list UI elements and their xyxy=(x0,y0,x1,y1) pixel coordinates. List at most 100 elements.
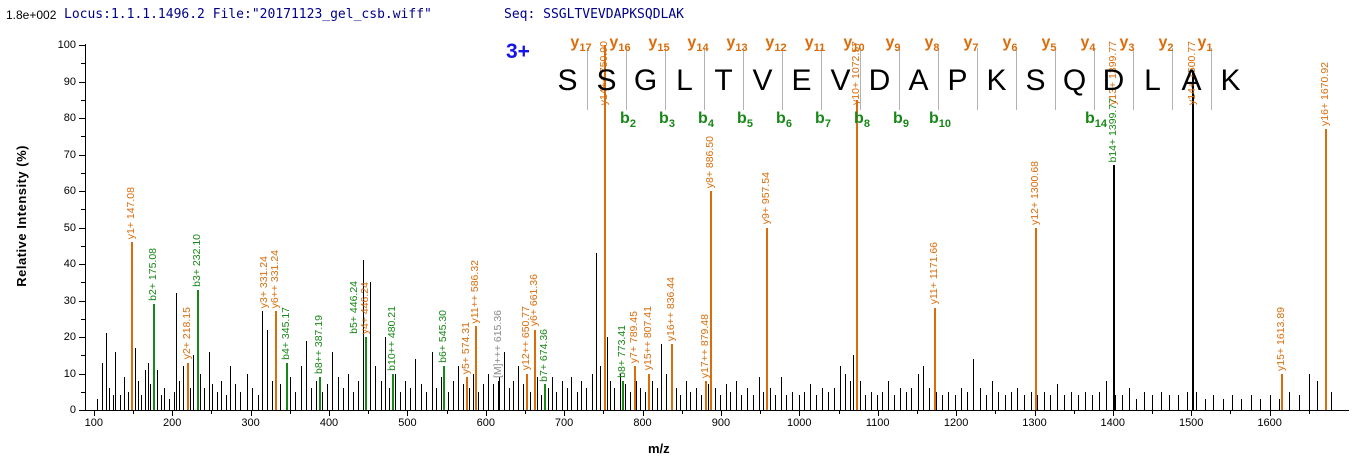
x-minor-tick xyxy=(446,411,448,414)
peak xyxy=(384,337,386,410)
peak xyxy=(234,384,236,410)
peak xyxy=(169,399,171,410)
residue-8: V xyxy=(830,64,851,97)
peak xyxy=(280,384,282,410)
peak-y6+ xyxy=(533,329,536,410)
x-tick xyxy=(799,411,801,416)
spectrum-plot-area[interactable]: y1+ 147.08 b2+ 175.08 y2+ 218.15 b3+ 232.10… xyxy=(86,41,1348,410)
fragment-divider xyxy=(1094,48,1095,110)
peak-y3+/y6++ xyxy=(275,311,278,410)
peak xyxy=(1057,384,1059,410)
peak xyxy=(262,311,264,410)
fragment-divider xyxy=(704,48,705,110)
peak xyxy=(714,388,716,410)
peak-b8+ xyxy=(621,380,624,410)
y-tick-label: 40 xyxy=(63,258,76,270)
peak xyxy=(458,366,460,410)
x-tick-label: 1000 xyxy=(787,417,812,429)
residue-17: A xyxy=(1181,64,1202,97)
b-ion-label-2: b2 xyxy=(620,110,636,131)
x-tick-label: 1400 xyxy=(1100,417,1126,429)
peak xyxy=(369,282,371,410)
peak-annotation: y4+ 446.24 xyxy=(359,281,372,334)
peak xyxy=(769,388,771,410)
peak-y17++ xyxy=(704,380,707,410)
residue-5: T xyxy=(714,64,733,97)
peak xyxy=(468,388,470,410)
y-tick-label: 80 xyxy=(63,112,76,124)
b-ion-label-9: b9 xyxy=(893,110,909,131)
peak xyxy=(1004,395,1006,410)
y-tick-label: 10 xyxy=(63,367,76,380)
x-tick-label: 700 xyxy=(554,417,574,429)
peak xyxy=(536,377,538,410)
peak xyxy=(1063,395,1065,410)
peak xyxy=(809,384,811,410)
x-tick xyxy=(642,411,644,416)
y-ion-label-8: y8 xyxy=(924,34,940,55)
peak xyxy=(1177,395,1179,410)
peak xyxy=(321,391,323,410)
peak-annotation: y12+ 1300.68 xyxy=(1029,160,1041,225)
y-ion-label-4: y4 xyxy=(1080,34,1096,55)
peak xyxy=(1122,395,1124,410)
b-ion-label-7: b7 xyxy=(815,110,831,131)
peak-annotation: [M]+++ 615.36 xyxy=(491,309,504,378)
peak xyxy=(311,388,312,410)
peak-b14+/y13+ xyxy=(1112,165,1115,410)
peak xyxy=(1036,395,1038,410)
x-minor-tick xyxy=(995,411,997,414)
peak xyxy=(1043,391,1045,410)
peak xyxy=(690,391,692,410)
residue-4: L xyxy=(676,64,693,97)
x-tick xyxy=(172,411,174,416)
peak xyxy=(1279,399,1280,410)
peak xyxy=(849,380,851,410)
x-axis-line xyxy=(85,410,1349,411)
residue-16: L xyxy=(1144,64,1161,97)
peak xyxy=(610,380,612,410)
x-tick-label: 1200 xyxy=(943,417,969,429)
peak xyxy=(267,329,269,410)
peak-annotation: y6++ 331.24 xyxy=(269,250,282,309)
peak xyxy=(763,391,765,410)
peak xyxy=(477,391,479,410)
y-ion-label-10: y10 xyxy=(843,34,865,55)
fragment-divider xyxy=(1133,48,1134,110)
peak xyxy=(97,399,98,410)
x-tick xyxy=(1112,411,1114,416)
peak xyxy=(332,351,334,410)
peak xyxy=(362,260,364,410)
x-minor-tick xyxy=(1308,411,1310,414)
peak-b10++ xyxy=(391,373,394,410)
peak xyxy=(1195,391,1197,410)
peak xyxy=(220,380,222,410)
peak-y10+ xyxy=(856,99,859,410)
peak xyxy=(388,388,390,410)
peak xyxy=(815,395,817,410)
fragment-divider xyxy=(860,48,861,110)
y-tick-label: 50 xyxy=(63,221,76,234)
peak xyxy=(894,395,896,410)
peak-b3+ xyxy=(197,289,200,410)
x-tick xyxy=(407,411,409,416)
peak xyxy=(483,384,485,410)
x-minor-tick xyxy=(289,411,291,414)
b-ion-label-8: b8 xyxy=(854,110,870,131)
peak-annotation: y15++ 807.41 xyxy=(642,306,655,371)
b-ion-label-4: b4 xyxy=(698,110,714,131)
peak xyxy=(992,380,994,410)
y-tick-label: 100 xyxy=(57,39,76,51)
residue-11: P xyxy=(947,64,968,97)
peak xyxy=(887,380,889,410)
y-ion-label-3: y3 xyxy=(1119,34,1135,55)
peak-annotation: y1+ 147.08 xyxy=(124,186,137,240)
peak xyxy=(786,395,787,410)
peak xyxy=(105,333,107,410)
peak-y11++ xyxy=(475,326,477,410)
peak xyxy=(508,388,510,410)
peak xyxy=(1160,391,1162,410)
peak xyxy=(315,380,317,410)
peak xyxy=(347,373,349,410)
